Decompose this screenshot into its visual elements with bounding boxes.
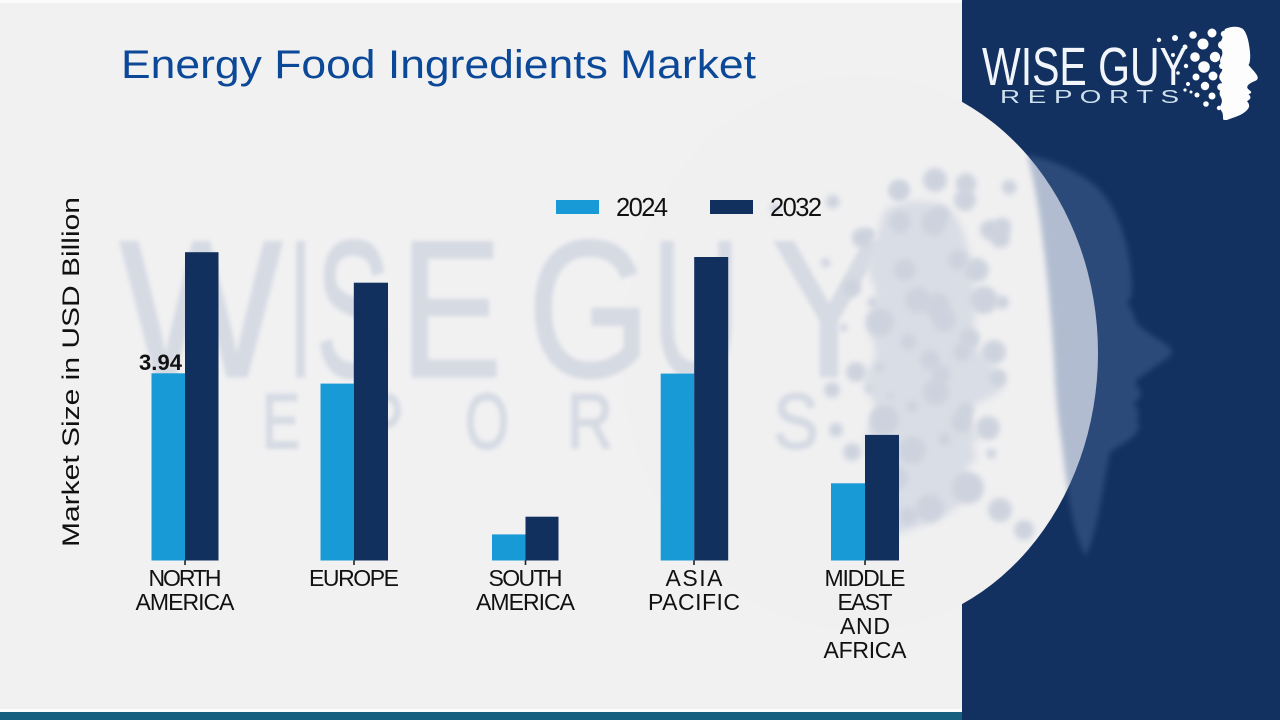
svg-text:S: S: [774, 377, 819, 465]
svg-text:AFRICA: AFRICA: [824, 637, 908, 663]
svg-text:Market Size in USD Billion: Market Size in USD Billion: [58, 197, 85, 547]
svg-text:EUROPE: EUROPE: [309, 565, 399, 591]
svg-text:AMERICA: AMERICA: [136, 589, 236, 615]
svg-text:NORTH: NORTH: [149, 565, 222, 591]
svg-text:ASIA: ASIA: [666, 565, 724, 591]
svg-text:R: R: [567, 377, 613, 465]
svg-text:AMERICA: AMERICA: [476, 589, 576, 615]
svg-text:E: E: [400, 201, 502, 418]
svg-text:I: I: [289, 201, 312, 418]
svg-text:PACIFIC: PACIFIC: [648, 589, 740, 615]
svg-text:EAST: EAST: [838, 589, 893, 615]
svg-text:MIDDLE: MIDDLE: [825, 565, 906, 591]
svg-text:2032: 2032: [770, 194, 822, 222]
svg-text:R E P O R T S: R E P O R T S: [1000, 87, 1179, 107]
svg-text:3.94: 3.94: [139, 350, 183, 375]
svg-text:2024: 2024: [616, 194, 668, 222]
svg-text:O: O: [465, 377, 509, 465]
svg-text:WISE GUY: WISE GUY: [982, 37, 1187, 97]
svg-text:G: G: [528, 201, 650, 418]
svg-text:SOUTH: SOUTH: [489, 565, 563, 591]
svg-text:E: E: [262, 377, 300, 465]
svg-text:AND: AND: [840, 613, 890, 639]
svg-text:Energy Food Ingredients Market: Energy Food Ingredients Market: [121, 43, 756, 87]
